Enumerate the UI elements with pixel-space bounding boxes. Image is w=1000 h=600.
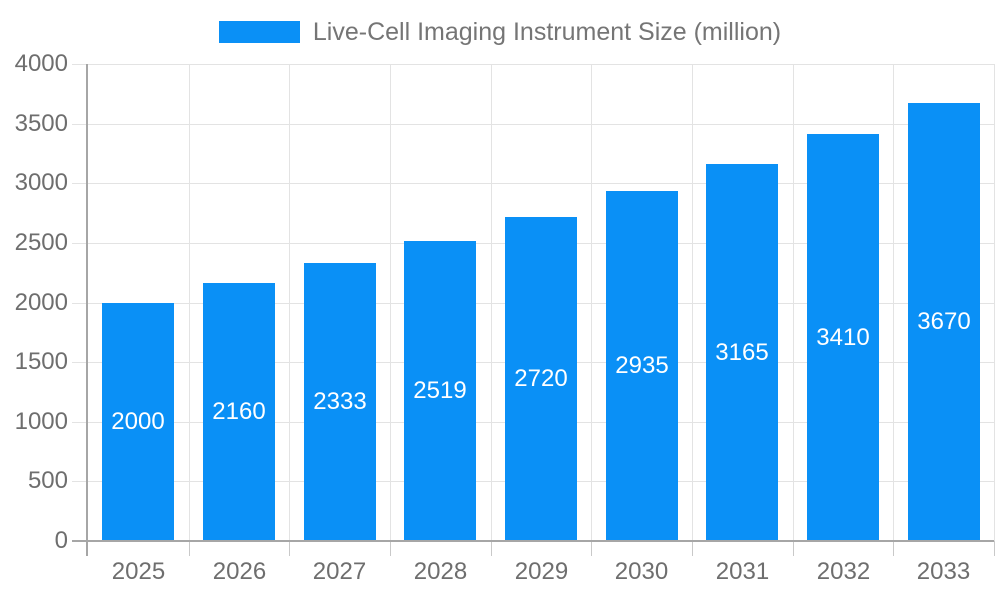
y-axis-label: 4000 xyxy=(14,50,68,77)
x-axis-label: 2025 xyxy=(111,558,166,585)
x-axis-tick xyxy=(591,541,592,556)
bar-value-label: 2160 xyxy=(212,398,266,425)
gridline-horizontal xyxy=(88,183,994,184)
y-axis-tick xyxy=(72,124,86,125)
x-axis-line xyxy=(72,540,994,542)
bar: 3165 xyxy=(706,164,778,541)
y-axis-tick xyxy=(72,243,86,244)
legend-color-swatch xyxy=(218,21,300,43)
bar-value-label: 2333 xyxy=(313,388,367,415)
y-axis-label: 500 xyxy=(27,467,68,494)
y-axis-label: 0 xyxy=(54,527,68,554)
x-axis-tick xyxy=(893,541,894,556)
bar: 3410 xyxy=(807,134,879,541)
gridline-vertical xyxy=(793,64,794,541)
bar: 2519 xyxy=(404,241,476,541)
legend-series-label: Live-Cell Imaging Instrument Size (milli… xyxy=(312,17,782,46)
bar-value-label: 2720 xyxy=(514,365,568,392)
bar: 3670 xyxy=(908,103,980,541)
y-axis-label: 2000 xyxy=(14,289,68,316)
bar: 2160 xyxy=(203,283,275,541)
gridline-vertical xyxy=(994,64,995,541)
x-axis-tick xyxy=(692,541,693,556)
x-axis-label: 2029 xyxy=(514,558,569,585)
bar-value-label: 3410 xyxy=(816,323,870,351)
y-axis-tick xyxy=(72,362,86,363)
bar-value-label: 2519 xyxy=(413,377,467,404)
x-axis-tick xyxy=(994,541,995,556)
gridline-vertical xyxy=(289,64,290,541)
x-axis-label: 2030 xyxy=(614,558,669,585)
x-axis-label: 2026 xyxy=(212,558,267,585)
x-axis-tick xyxy=(491,541,492,556)
gridline-horizontal xyxy=(88,64,994,65)
gridline-horizontal xyxy=(88,124,994,125)
x-axis-label: 2033 xyxy=(916,558,971,585)
gridline-vertical xyxy=(893,64,894,541)
x-axis-label: 2031 xyxy=(715,558,770,585)
y-axis-label: 3500 xyxy=(14,110,68,137)
gridline-vertical xyxy=(491,64,492,541)
y-axis-label: 1500 xyxy=(14,348,68,375)
x-axis-label: 2028 xyxy=(413,558,468,585)
x-axis-label: 2027 xyxy=(312,558,367,585)
chart-legend[interactable]: Live-Cell Imaging Instrument Size (milli… xyxy=(0,17,1000,47)
x-axis-tick xyxy=(390,541,391,556)
x-axis-tick xyxy=(189,541,190,556)
y-axis-tick xyxy=(72,303,86,304)
x-axis-tick xyxy=(793,541,794,556)
y-axis-label: 1000 xyxy=(14,408,68,435)
y-axis-label: 3000 xyxy=(14,169,68,196)
bar: 2935 xyxy=(606,191,678,541)
y-axis-line xyxy=(86,64,88,556)
y-axis-tick xyxy=(72,183,86,184)
x-axis-label: 2032 xyxy=(816,558,871,585)
y-axis-label: 2500 xyxy=(14,229,68,256)
y-axis-tick xyxy=(72,422,86,423)
bar-value-label: 3165 xyxy=(715,338,769,366)
bar: 2000 xyxy=(102,303,174,541)
bar-value-label: 3670 xyxy=(917,308,971,335)
x-axis-tick xyxy=(289,541,290,556)
bar-value-label: 2935 xyxy=(615,352,669,379)
gridline-vertical xyxy=(591,64,592,541)
bar: 2720 xyxy=(505,217,577,541)
y-axis-tick xyxy=(72,481,86,482)
bar-value-label: 2000 xyxy=(111,408,165,435)
bar: 2333 xyxy=(304,263,376,541)
gridline-vertical xyxy=(390,64,391,541)
gridline-vertical xyxy=(189,64,190,541)
gridline-vertical xyxy=(692,64,693,541)
y-axis-tick xyxy=(72,64,86,65)
